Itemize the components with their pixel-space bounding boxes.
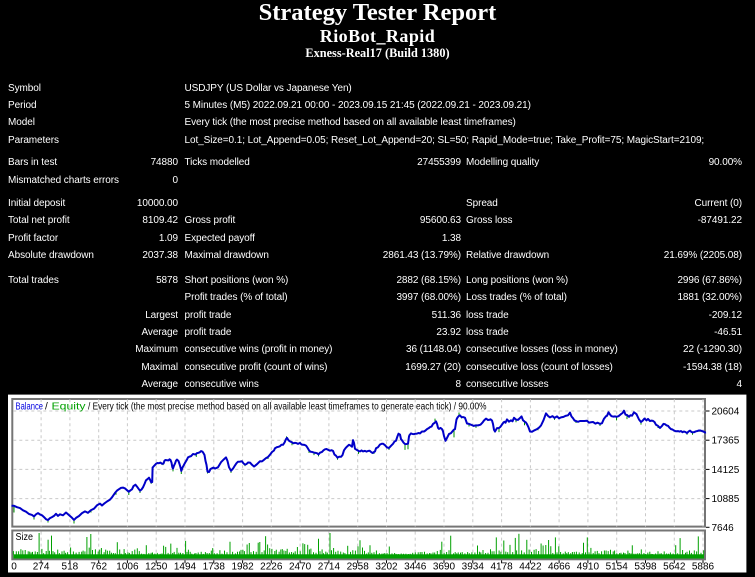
svg-text:3446: 3446: [404, 562, 427, 573]
svg-text:1494: 1494: [174, 562, 197, 573]
svg-text:762: 762: [90, 562, 107, 573]
svg-text:/: /: [45, 401, 48, 412]
svg-text:4666: 4666: [548, 562, 571, 573]
svg-text:3934: 3934: [462, 562, 485, 573]
svg-text:Equity: Equity: [52, 401, 86, 412]
svg-text:5398: 5398: [634, 562, 657, 573]
svg-text:4910: 4910: [577, 562, 600, 573]
svg-text:1250: 1250: [145, 562, 168, 573]
svg-text:5154: 5154: [606, 562, 629, 573]
svg-text:2470: 2470: [289, 562, 312, 573]
svg-text:1006: 1006: [116, 562, 139, 573]
svg-text:5642: 5642: [663, 562, 686, 573]
svg-text:0: 0: [11, 562, 17, 573]
svg-text:274: 274: [33, 562, 50, 573]
svg-text:10885: 10885: [712, 494, 740, 505]
svg-text:4422: 4422: [519, 562, 542, 573]
svg-text:Size: Size: [16, 532, 34, 543]
svg-text:7646: 7646: [712, 523, 735, 534]
svg-text:518: 518: [62, 562, 79, 573]
svg-text:14125: 14125: [712, 465, 740, 476]
svg-text:5886: 5886: [692, 562, 715, 573]
svg-text:20604: 20604: [712, 407, 740, 418]
svg-text:/ Every tick (the most precise: / Every tick (the most precise method ba…: [88, 401, 487, 412]
svg-text:1982: 1982: [231, 562, 254, 573]
svg-text:17365: 17365: [712, 436, 740, 447]
svg-text:1738: 1738: [203, 562, 226, 573]
svg-text:4178: 4178: [490, 562, 513, 573]
svg-text:3202: 3202: [375, 562, 398, 573]
svg-text:2226: 2226: [260, 562, 283, 573]
svg-text:2958: 2958: [347, 562, 370, 573]
svg-text:3690: 3690: [433, 562, 456, 573]
svg-text:2714: 2714: [318, 562, 341, 573]
svg-text:Balance: Balance: [16, 401, 44, 412]
